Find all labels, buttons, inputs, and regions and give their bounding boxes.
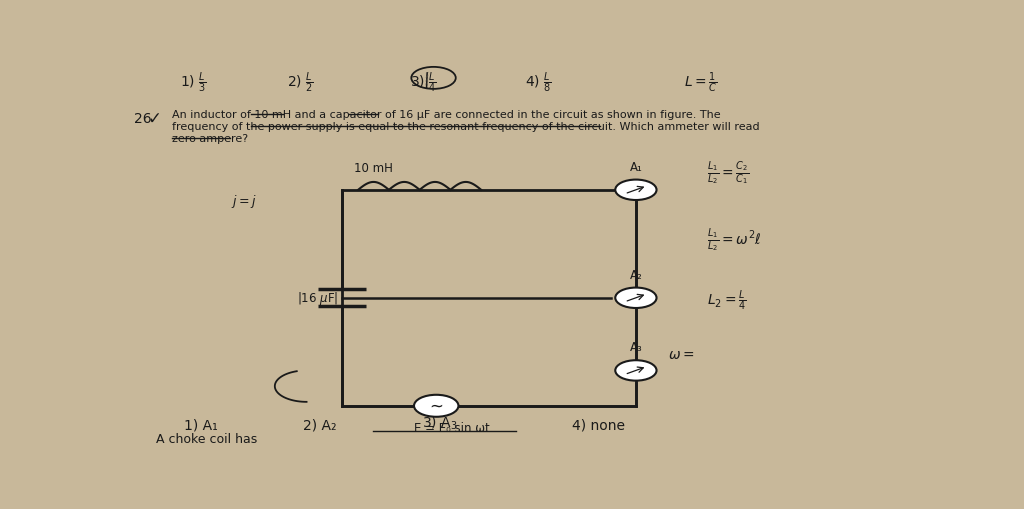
Text: ✓: ✓ <box>147 110 162 128</box>
Text: E = E₀ sin ωt: E = E₀ sin ωt <box>415 421 489 435</box>
Text: 26: 26 <box>134 112 152 126</box>
Text: 3) A$_3$: 3) A$_3$ <box>422 414 458 432</box>
Text: ~: ~ <box>429 397 443 415</box>
Text: An inductor of 10 mH and a capacitor of 16 μF are connected in the circuit as sh: An inductor of 10 mH and a capacitor of … <box>172 110 720 120</box>
Text: $\omega =$: $\omega =$ <box>668 347 694 361</box>
Text: 1) $\frac{L}{3}$: 1) $\frac{L}{3}$ <box>179 71 207 95</box>
Circle shape <box>615 360 656 381</box>
Text: frequency of the power supply is equal to the resonant frequency of the circuit.: frequency of the power supply is equal t… <box>172 122 759 132</box>
Text: $\frac{L_1}{L_2} = \frac{C_2}{C_1}$: $\frac{L_1}{L_2} = \frac{C_2}{C_1}$ <box>708 159 750 187</box>
Text: 10 mH: 10 mH <box>354 162 393 175</box>
Text: 4) $\frac{L}{8}$: 4) $\frac{L}{8}$ <box>524 71 552 95</box>
Text: |16 $\mu$F|: |16 $\mu$F| <box>297 290 338 307</box>
Text: $\frac{L_1}{L_2} = \omega^2 \ell$: $\frac{L_1}{L_2} = \omega^2 \ell$ <box>708 225 762 253</box>
Text: /: / <box>422 71 433 91</box>
Circle shape <box>414 395 459 417</box>
Text: $L_2 = \frac{L}{4}$: $L_2 = \frac{L}{4}$ <box>708 289 746 313</box>
Circle shape <box>615 180 656 201</box>
Text: $j = j$: $j = j$ <box>231 192 257 209</box>
Text: A₃: A₃ <box>630 341 642 353</box>
Text: A₁: A₁ <box>630 160 642 173</box>
Text: 3) $\frac{L}{4}$: 3) $\frac{L}{4}$ <box>410 71 436 95</box>
Text: 1) A₁: 1) A₁ <box>183 417 217 432</box>
Text: 4) none: 4) none <box>572 417 626 432</box>
Text: A₂: A₂ <box>630 268 642 281</box>
Text: A choke coil has: A choke coil has <box>156 432 257 445</box>
Circle shape <box>615 288 656 308</box>
Text: 2) A₂: 2) A₂ <box>303 417 336 432</box>
Text: $L = \frac{1}{C}$: $L = \frac{1}{C}$ <box>684 71 717 95</box>
Bar <box>342 190 636 406</box>
Text: 2) $\frac{L}{2}$: 2) $\frac{L}{2}$ <box>287 71 313 95</box>
Text: zero ampere?: zero ampere? <box>172 133 248 144</box>
